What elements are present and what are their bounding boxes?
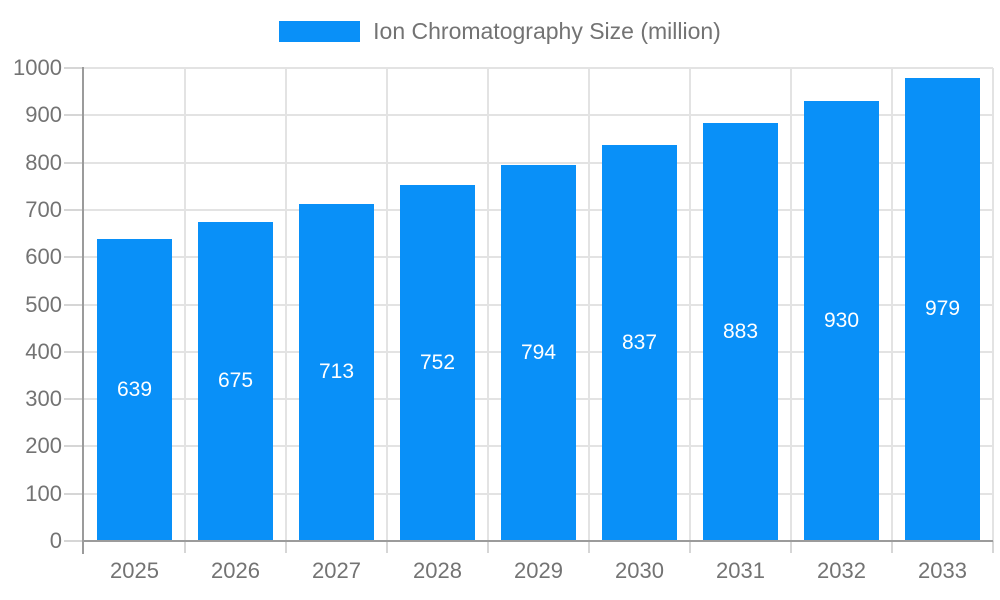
y-axis-label: 200 [25, 433, 62, 459]
bar-2029 [501, 165, 576, 540]
gridline-vertical [992, 68, 994, 541]
bar-2027 [299, 203, 374, 540]
chart-legend: Ion Chromatography Size (million) [0, 18, 1000, 45]
legend-label: Ion Chromatography Size (million) [373, 18, 721, 44]
gridline-vertical [386, 68, 388, 541]
gridline-horizontal [84, 67, 993, 69]
bar-value-label: 713 [318, 360, 355, 384]
y-axis-line [82, 67, 84, 554]
bar-2025 [97, 238, 172, 540]
gridline-horizontal [84, 114, 993, 117]
x-axis-tick [891, 541, 893, 553]
y-axis-tick [64, 256, 84, 259]
y-axis-label: 100 [25, 480, 62, 506]
x-axis-tick [184, 541, 186, 553]
x-axis-tick [689, 541, 691, 553]
y-axis-tick [64, 208, 84, 211]
gridline-vertical [285, 68, 287, 541]
x-axis-label: 2027 [312, 558, 361, 583]
y-axis-label: 0 [49, 528, 62, 553]
x-axis-tick [992, 541, 994, 553]
y-axis-label: 300 [25, 386, 62, 412]
bar-value-label: 752 [419, 351, 456, 375]
x-axis-label: 2033 [918, 558, 967, 583]
y-axis-tick [64, 492, 84, 495]
y-axis-tick [64, 445, 84, 448]
x-axis-label: 2032 [817, 558, 866, 583]
y-axis-tick [64, 303, 84, 306]
x-axis-label: 2030 [615, 558, 664, 583]
y-axis-tick [64, 350, 84, 353]
x-axis-tick [487, 541, 489, 553]
legend-swatch [279, 21, 361, 42]
y-axis-label: 600 [25, 244, 62, 270]
y-axis-label: 700 [25, 196, 62, 222]
bar-value-label: 883 [722, 320, 759, 344]
x-axis-tick [790, 541, 792, 553]
x-axis-tick [386, 541, 388, 553]
bar-2033 [905, 77, 980, 540]
bar-2028 [400, 185, 475, 540]
bar-value-label: 979 [924, 297, 961, 321]
bar-value-label: 794 [520, 341, 557, 365]
x-axis-tick [285, 541, 287, 553]
y-axis-tick [64, 540, 84, 542]
x-axis-tick [588, 541, 590, 553]
gridline-vertical [689, 68, 691, 541]
gridline-vertical [487, 68, 489, 541]
bar-2026 [198, 221, 273, 540]
gridline-vertical [891, 68, 893, 541]
bar-2030 [602, 145, 677, 540]
x-axis-label: 2026 [211, 558, 260, 583]
y-axis-tick [64, 114, 84, 117]
x-axis-label: 2025 [110, 558, 159, 583]
y-axis-tick [64, 67, 84, 69]
y-axis-label: 800 [25, 149, 62, 175]
bar-2031 [703, 123, 778, 540]
bar-value-label: 930 [823, 309, 860, 333]
gridline-vertical [588, 68, 590, 541]
gridline-horizontal [84, 161, 993, 164]
y-axis-tick [64, 398, 84, 401]
y-axis-label: 500 [25, 291, 62, 317]
bar-value-label: 837 [621, 331, 658, 355]
x-axis-label: 2028 [413, 558, 462, 583]
y-axis-label: 400 [25, 338, 62, 364]
x-axis-label: 2031 [716, 558, 765, 583]
x-axis-label: 2029 [514, 558, 563, 583]
y-axis-label: 1000 [13, 55, 62, 80]
y-axis-label: 900 [25, 102, 62, 128]
gridline-vertical [790, 68, 792, 541]
bar-2032 [804, 101, 879, 540]
gridline-vertical [184, 68, 186, 541]
bar-value-label: 639 [116, 377, 153, 401]
x-axis-line [82, 540, 993, 542]
bar-value-label: 675 [217, 369, 254, 393]
y-axis-tick [64, 161, 84, 164]
